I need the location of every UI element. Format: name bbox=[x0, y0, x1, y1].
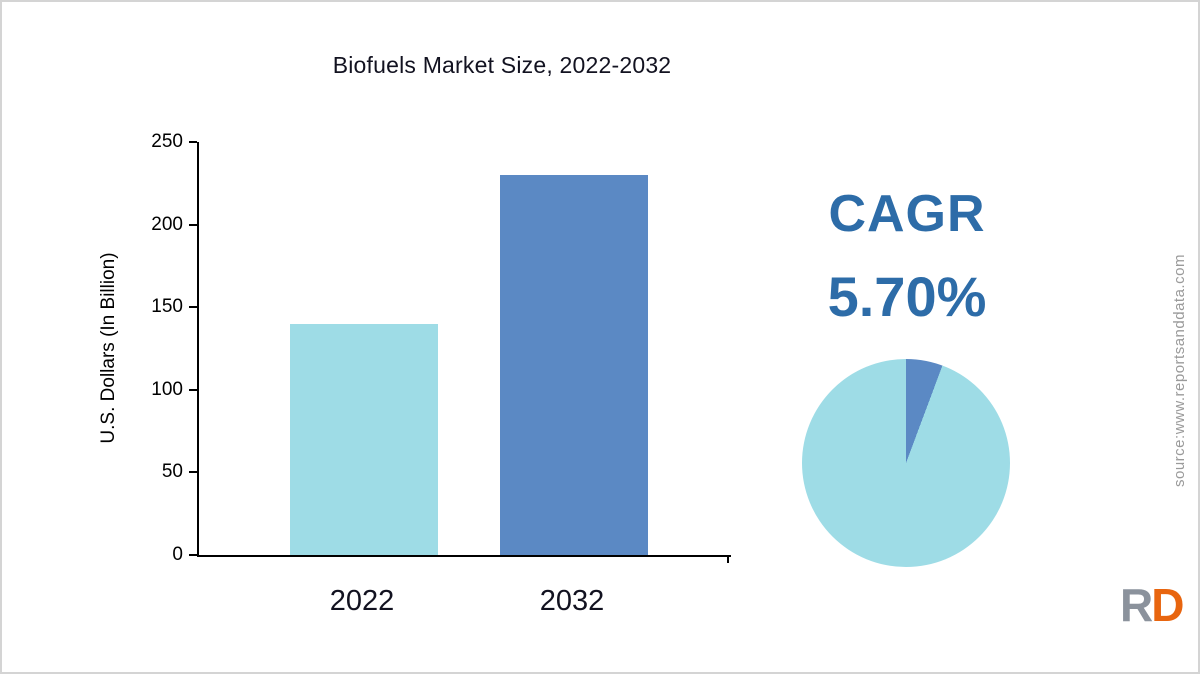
x-category-label: 2032 bbox=[539, 585, 605, 617]
cagr-label: CAGR bbox=[828, 185, 986, 243]
y-tick-mark bbox=[189, 471, 197, 474]
y-tick-mark bbox=[189, 223, 197, 226]
chart-title: Biofuels Market Size, 2022-2032 bbox=[332, 52, 672, 78]
y-tick-mark bbox=[189, 306, 197, 309]
y-tick-label: 250 bbox=[151, 131, 183, 152]
y-tick-mark bbox=[189, 141, 197, 143]
brand-logo: RD bbox=[1120, 579, 1184, 631]
logo-letter-r: R bbox=[1120, 579, 1153, 631]
y-tick-label: 0 bbox=[172, 544, 183, 565]
x-tick-mark bbox=[727, 555, 729, 563]
source-attribution: source:www.reportsanddata.com bbox=[1171, 254, 1188, 487]
y-tick-mark bbox=[189, 554, 197, 556]
bar-2032 bbox=[500, 175, 648, 555]
logo-letter-d: D bbox=[1151, 579, 1184, 631]
x-category-label: 2022 bbox=[329, 585, 395, 617]
y-tick-mark bbox=[189, 388, 197, 391]
pie-chart bbox=[802, 359, 1010, 567]
cagr-value: 5.70% bbox=[827, 265, 987, 328]
bar-chart-plot-area: 0 50 100 150 200 250 bbox=[151, 132, 731, 565]
y-tick-label: 100 bbox=[151, 378, 183, 400]
y-tick-label: 200 bbox=[151, 213, 183, 235]
y-axis-label: U.S. Dollars (In Billion) bbox=[98, 252, 119, 444]
y-tick-label: 150 bbox=[151, 296, 183, 318]
y-tick-label: 50 bbox=[161, 461, 183, 483]
bar-2022 bbox=[290, 324, 438, 555]
